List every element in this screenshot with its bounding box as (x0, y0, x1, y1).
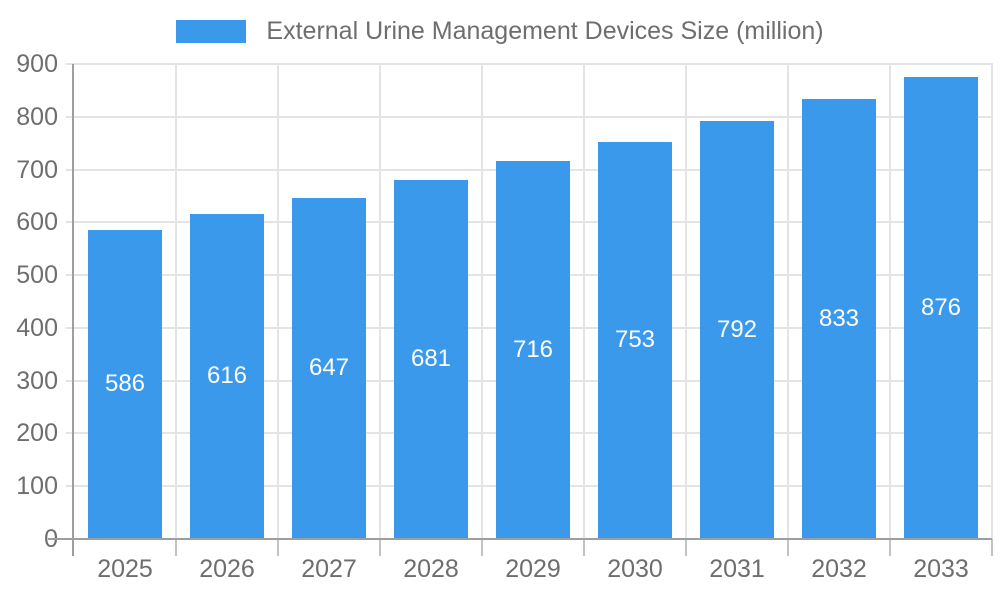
x-tick-label: 2030 (607, 555, 663, 583)
y-tick-label: 200 (16, 419, 58, 448)
x-tick (481, 539, 483, 556)
x-tick-label: 2028 (403, 555, 459, 583)
gridline-x (889, 63, 891, 539)
x-tick (175, 539, 177, 556)
y-tick-label: 300 (16, 366, 58, 395)
bar-2031[interactable] (700, 121, 774, 539)
x-tick-label: 2031 (709, 555, 765, 583)
x-tick (685, 539, 687, 556)
bar-2027[interactable] (292, 197, 366, 539)
y-tick-label: 400 (16, 313, 58, 342)
x-tick-label: 2032 (811, 555, 867, 583)
x-tick-label: 2029 (505, 555, 561, 583)
bar-2025[interactable] (88, 229, 162, 539)
x-tick (787, 539, 789, 556)
legend[interactable]: External Urine Management Devices Size (… (0, 14, 1000, 48)
y-tick-label: 500 (16, 261, 58, 290)
y-tick-label: 900 (16, 50, 58, 78)
gridline-y-800 (66, 115, 992, 118)
x-tick-label: 2033 (913, 555, 969, 583)
x-axis-line (48, 538, 992, 540)
x-tick (583, 539, 585, 556)
y-tick-label: 100 (16, 472, 58, 501)
x-tick (991, 539, 993, 556)
y-axis-labels: 0100200300400500600700800900 (0, 50, 58, 553)
y-tick-label: 700 (16, 155, 58, 184)
bar-value-label: 681 (410, 345, 452, 373)
x-tick-label: 2027 (301, 555, 357, 583)
bar-value-label: 876 (920, 293, 962, 321)
x-axis-labels: 2025 2026 2027 2028 2029 2030 2031 2032 2033 (74, 551, 992, 591)
y-tick-label: 800 (16, 102, 58, 131)
bar-value-label: 647 (308, 354, 350, 382)
gridline-x (583, 63, 585, 539)
bar-2028[interactable] (394, 179, 468, 539)
gridline-x (685, 63, 687, 539)
x-tick (379, 539, 381, 556)
y-tick-label: 600 (16, 208, 58, 237)
x-tick (889, 539, 891, 556)
bar-value-label: 616 (206, 362, 248, 390)
x-tick (277, 539, 279, 556)
bar-value-label: 586 (104, 370, 146, 398)
x-tick-label: 2025 (97, 555, 153, 583)
gridline-x (991, 63, 993, 539)
bar-value-label: 716 (512, 336, 554, 364)
bar-2030[interactable] (598, 141, 672, 539)
gridline-x (787, 63, 789, 539)
bar-value-label: 753 (614, 326, 656, 354)
gridline-y-900 (66, 63, 992, 65)
legend-swatch (176, 19, 247, 43)
bar-value-label: 792 (716, 316, 758, 343)
gridline-x (277, 63, 279, 539)
bar-2032[interactable] (802, 99, 876, 539)
legend-label: External Urine Management Devices Size (… (266, 17, 824, 45)
gridline-x (481, 63, 483, 539)
gridline-x (175, 63, 177, 539)
x-tick-label: 2026 (199, 555, 255, 583)
bar-2026[interactable] (190, 213, 264, 539)
bar-2033[interactable] (904, 76, 978, 539)
bar-value-label: 833 (818, 305, 860, 333)
y-axis-line (72, 64, 74, 556)
bar-2029[interactable] (496, 161, 570, 539)
gridline-x (379, 63, 381, 539)
plot-area: 586 616 647 681 716 753 792 833 876 (48, 63, 993, 556)
